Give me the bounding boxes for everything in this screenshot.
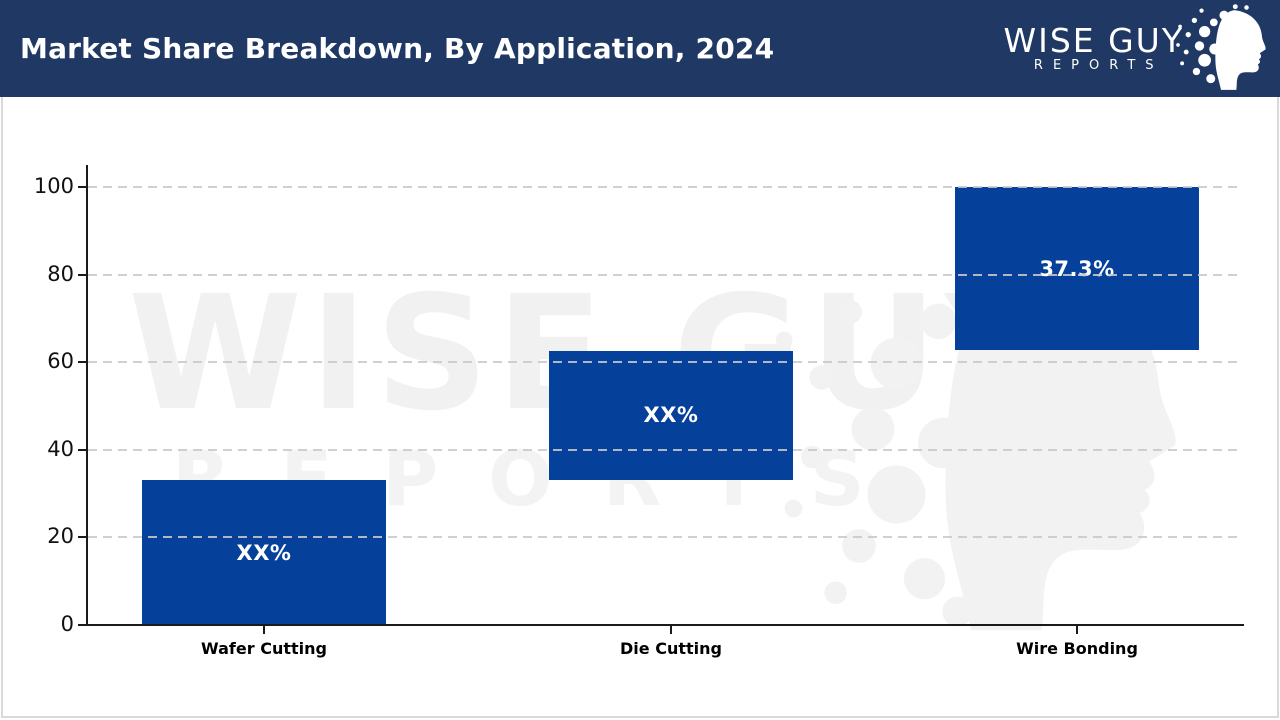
y-tick-label: 40 <box>47 436 74 461</box>
x-category-label: Die Cutting <box>620 639 722 658</box>
y-axis-line <box>86 165 88 626</box>
gridline <box>88 448 1243 451</box>
gridline <box>88 186 1243 188</box>
y-tick-mark <box>78 186 86 188</box>
watermark-head-profile <box>766 265 1176 631</box>
y-tick-mark <box>78 273 86 276</box>
y-tick-label: 100 <box>33 174 74 198</box>
gridline <box>88 361 1243 364</box>
bar-value-label: XX% <box>643 403 699 428</box>
bar-segment: XX% <box>549 350 793 480</box>
bar-segment: XX% <box>142 480 386 625</box>
brand-name: WISE GUY <box>1003 21 1184 61</box>
brand-subname: REPORTS <box>1033 57 1164 73</box>
header-bar: Market Share Breakdown, By Application, … <box>0 0 1280 97</box>
y-tick-mark <box>78 536 86 539</box>
x-category-label: Wire Bonding <box>1016 639 1138 658</box>
y-tick-mark <box>78 624 86 626</box>
y-tick-mark <box>78 361 86 364</box>
x-tick-mark <box>670 626 672 634</box>
bar-value-label: 37.3% <box>1039 256 1115 281</box>
y-tick-mark <box>78 448 86 451</box>
y-tick-label: 20 <box>47 524 74 549</box>
gridline <box>88 273 1243 276</box>
y-tick-label: 80 <box>47 261 74 286</box>
y-tick-label: 60 <box>47 349 74 374</box>
brand-logo: WISE GUY REPORTS <box>1003 3 1280 94</box>
x-category-label: Wafer Cutting <box>201 639 327 658</box>
x-tick-mark <box>263 626 265 634</box>
page-title: Market Share Breakdown, By Application, … <box>20 32 775 65</box>
x-tick-mark <box>1076 626 1078 634</box>
y-tick-label: 0 <box>60 612 74 636</box>
head-profile-logo-icon <box>1176 3 1266 90</box>
bar-value-label: XX% <box>236 540 292 565</box>
gridline <box>88 536 1243 539</box>
x-axis-line <box>86 624 1244 626</box>
bar-segment: 37.3% <box>955 187 1199 351</box>
brand-logo-text: WISE GUY REPORTS <box>1003 21 1184 73</box>
